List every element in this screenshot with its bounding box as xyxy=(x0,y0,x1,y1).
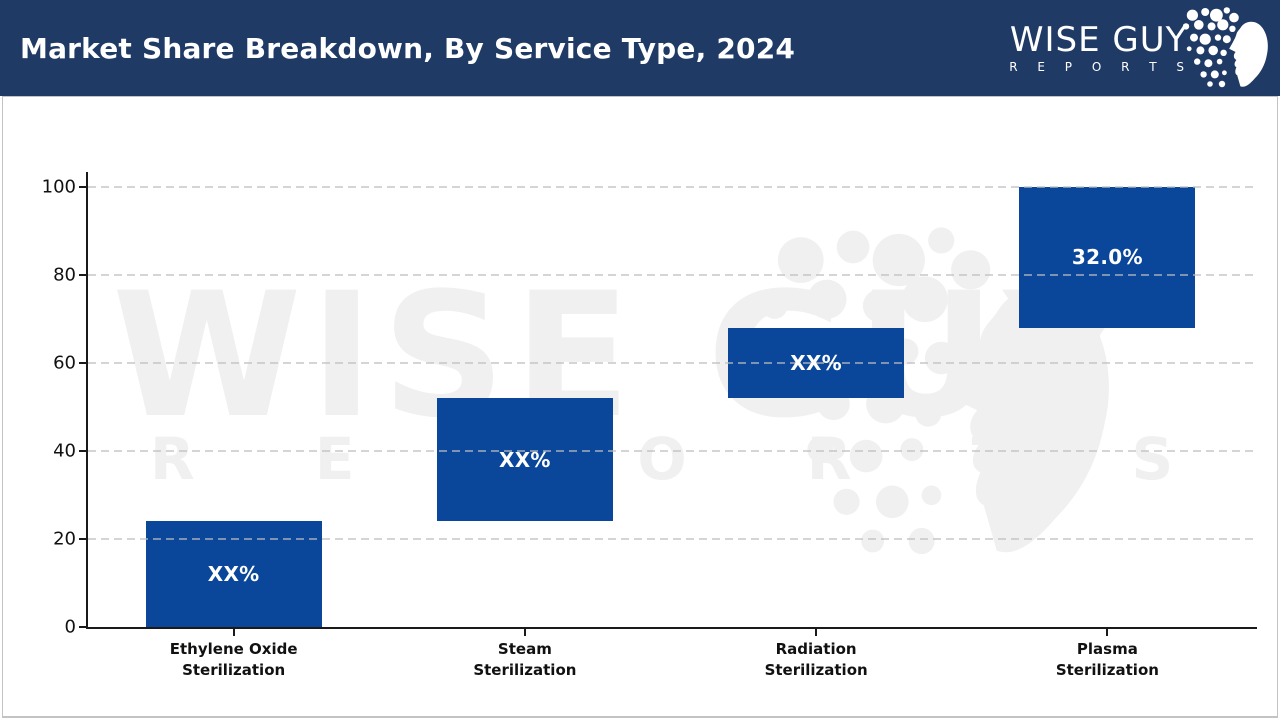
chart-card xyxy=(2,96,1278,718)
logo-wordmark: WISE GUY xyxy=(1009,19,1188,60)
logo-subtitle: R E P O R T S xyxy=(1009,59,1192,74)
page-title: Market Share Breakdown, By Service Type,… xyxy=(20,31,796,65)
logo-text: WISE GUY R E P O R T S xyxy=(1005,23,1192,74)
header-band: Market Share Breakdown, By Service Type,… xyxy=(0,0,1280,96)
wiseguy-logo: WISE GUY R E P O R T S xyxy=(1005,4,1274,92)
wiseguy-head-icon xyxy=(1182,7,1268,88)
